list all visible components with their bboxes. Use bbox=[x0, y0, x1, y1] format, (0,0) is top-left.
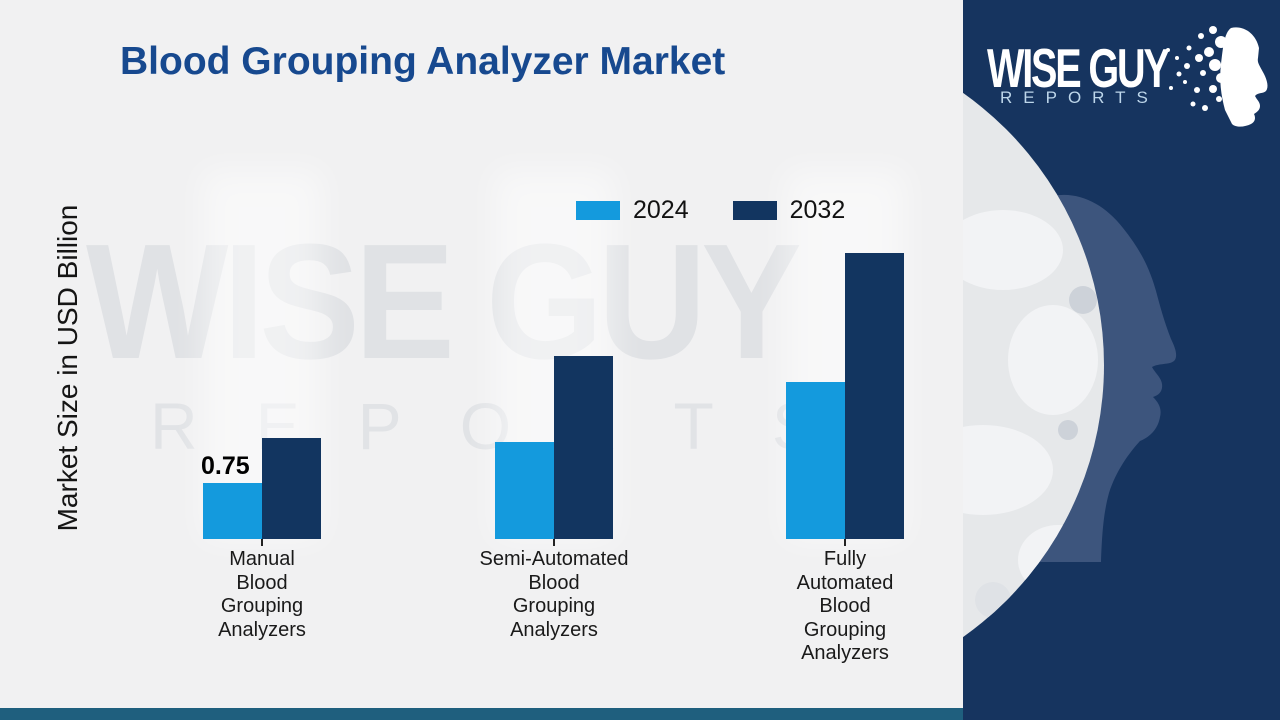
legend-label: 2032 bbox=[789, 196, 846, 224]
x-axis-tick bbox=[844, 539, 846, 546]
watermark-wiseguy: WISE GUY bbox=[86, 210, 802, 393]
category-label-group1: Manual Blood Grouping Analyzers bbox=[218, 548, 306, 641]
x-axis-tick bbox=[261, 539, 263, 546]
legend: 2024 2032 bbox=[576, 196, 845, 225]
logo-reports-text: REPORTS bbox=[1000, 88, 1159, 107]
legend-label: 2024 bbox=[633, 196, 689, 224]
bar-2032-group3 bbox=[845, 253, 904, 539]
bar-2024-group3 bbox=[786, 382, 845, 539]
bar-2024-group1 bbox=[203, 483, 262, 539]
bar-value-label: 0.75 bbox=[201, 452, 250, 480]
category-label-group3: Fully Automated Blood Grouping Analyzers bbox=[796, 548, 894, 664]
bar-2032-group2 bbox=[554, 356, 613, 539]
legend-swatch bbox=[732, 201, 777, 220]
bar-2032-group1 bbox=[262, 438, 321, 539]
brand-panel: WISE GUY REPORTS bbox=[963, 0, 1280, 720]
legend-item-2024: 2024 bbox=[576, 196, 689, 225]
bar-2024-group2 bbox=[495, 442, 554, 539]
logo-head-icon bbox=[1166, 26, 1268, 127]
x-axis-tick bbox=[553, 539, 555, 546]
brand-panel-art bbox=[963, 0, 1280, 720]
y-axis-label: Market Size in USD Billion bbox=[52, 204, 83, 532]
chart-title: Blood Grouping Analyzer Market bbox=[120, 40, 726, 83]
logo-wiseguy-text: WISE GUY bbox=[987, 37, 1170, 99]
legend-item-2032: 2032 bbox=[732, 196, 846, 225]
legend-swatch bbox=[576, 201, 620, 220]
category-label-group2: Semi-Automated Blood Grouping Analyzers bbox=[479, 548, 629, 641]
footer-bar bbox=[0, 708, 1280, 720]
